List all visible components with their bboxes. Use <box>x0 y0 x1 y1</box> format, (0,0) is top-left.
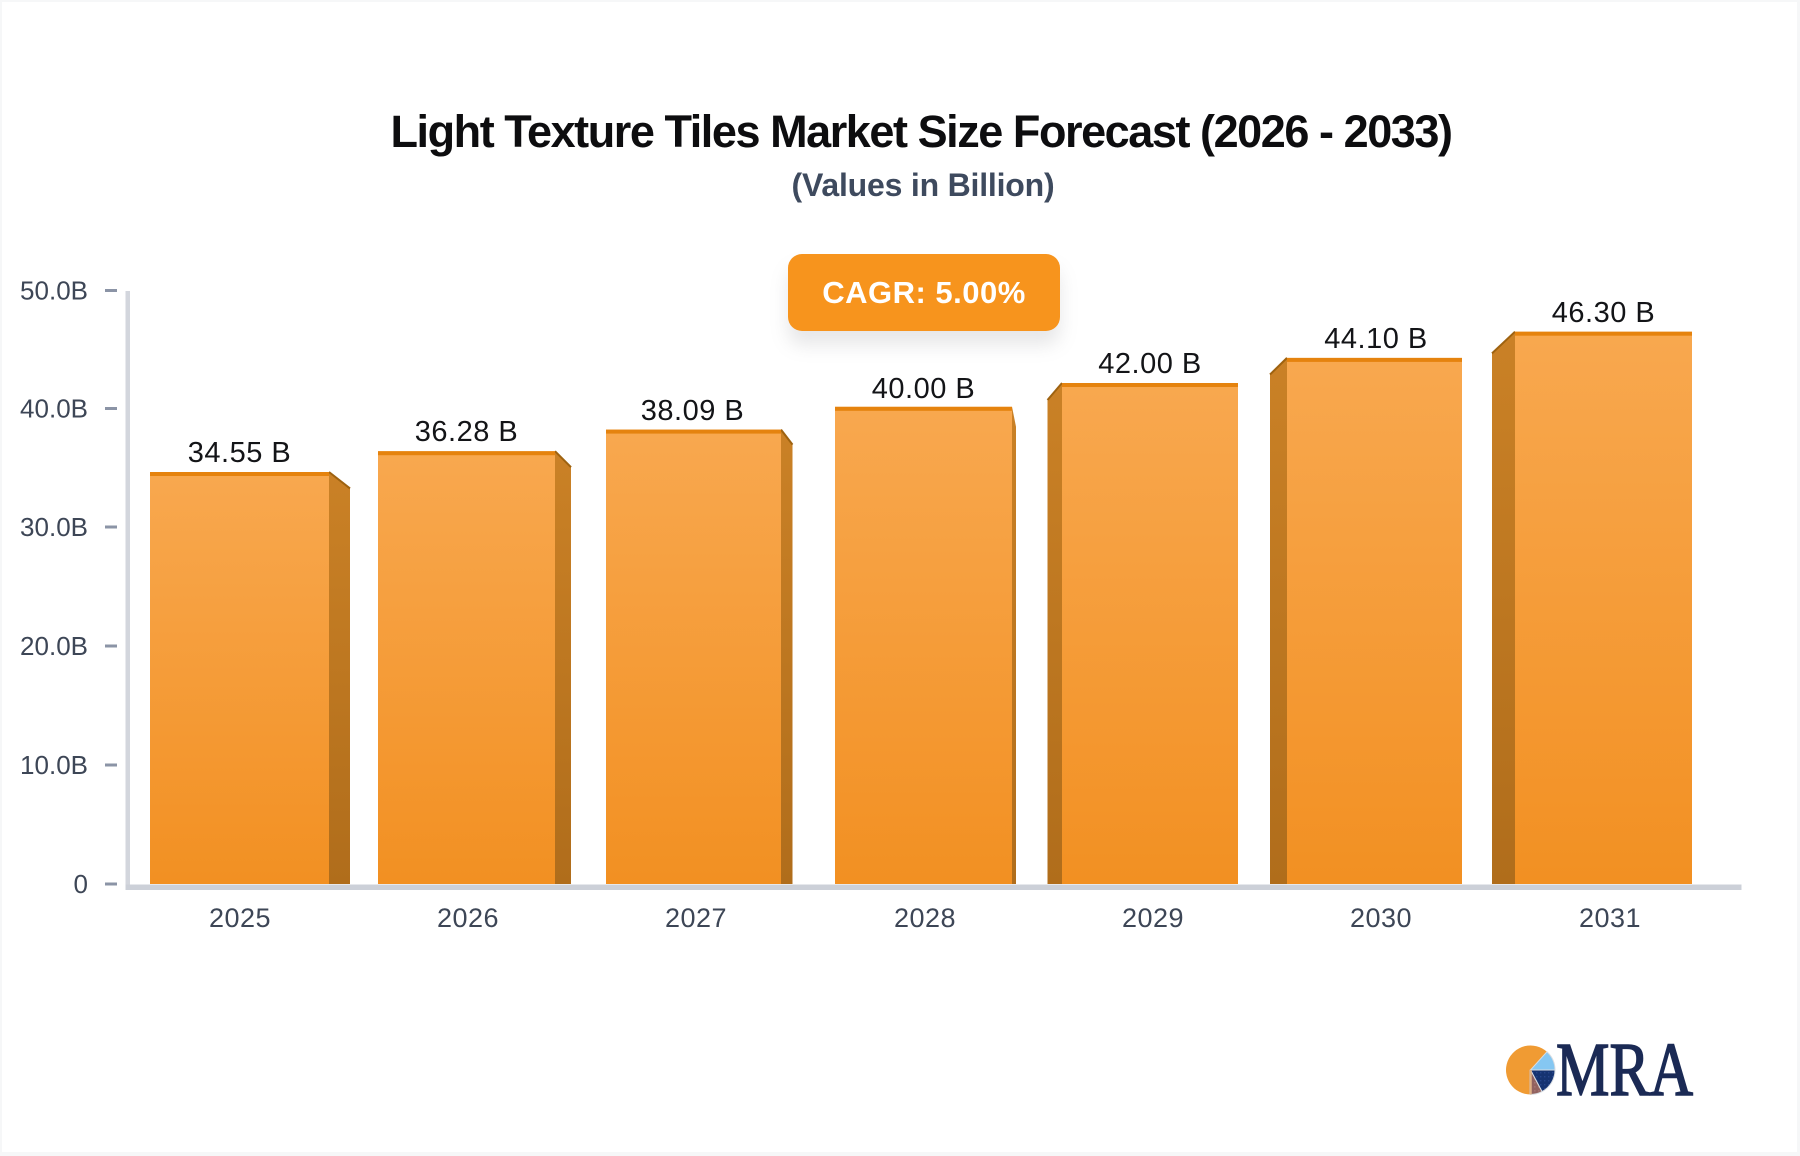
svg-text:46.30 B: 46.30 B <box>1552 297 1655 329</box>
svg-text:10.0B: 10.0B <box>20 750 88 780</box>
svg-text:34.55 B: 34.55 B <box>188 437 291 469</box>
svg-text:30.0B: 30.0B <box>20 512 88 542</box>
svg-text:2030: 2030 <box>1350 903 1412 933</box>
svg-text:2027: 2027 <box>665 903 727 933</box>
svg-text:MRA: MRA <box>1556 1028 1693 1112</box>
svg-text:2025: 2025 <box>209 903 271 933</box>
svg-text:2031: 2031 <box>1579 903 1641 933</box>
svg-text:44.10 B: 44.10 B <box>1324 323 1427 355</box>
svg-text:38.09 B: 38.09 B <box>641 395 744 427</box>
svg-text:36.28 B: 36.28 B <box>415 416 518 448</box>
svg-text:50.0B: 50.0B <box>20 276 88 306</box>
svg-text:40.00 B: 40.00 B <box>872 373 975 405</box>
svg-text:2028: 2028 <box>894 903 956 933</box>
svg-text:2026: 2026 <box>437 903 499 933</box>
svg-text:42.00 B: 42.00 B <box>1098 348 1201 380</box>
svg-text:40.0B: 40.0B <box>20 394 88 424</box>
svg-text:2029: 2029 <box>1122 903 1184 933</box>
svg-text:0: 0 <box>74 869 88 899</box>
svg-text:20.0B: 20.0B <box>20 631 88 661</box>
